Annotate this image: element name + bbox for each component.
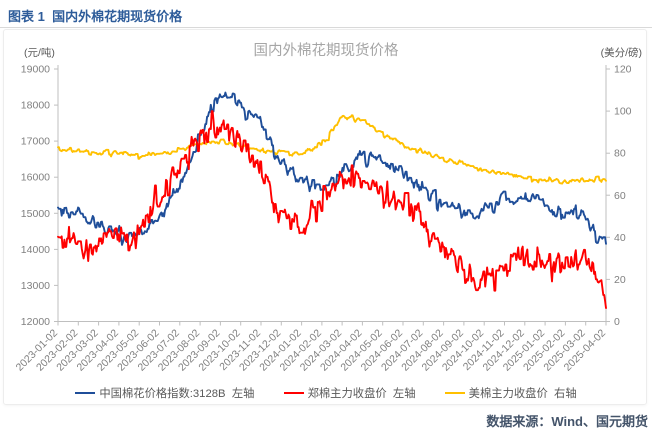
svg-text:15000: 15000 <box>21 208 50 220</box>
svg-text:80: 80 <box>614 148 626 160</box>
svg-text:20: 20 <box>614 274 626 286</box>
svg-text:14000: 14000 <box>21 244 50 256</box>
svg-text:19000: 19000 <box>21 64 50 76</box>
svg-text:16000: 16000 <box>21 172 50 184</box>
svg-text:12000: 12000 <box>21 316 50 328</box>
svg-text:40: 40 <box>614 232 626 244</box>
svg-text:0: 0 <box>614 316 620 328</box>
svg-text:60: 60 <box>614 190 626 202</box>
svg-text:100: 100 <box>614 106 632 118</box>
svg-text:13000: 13000 <box>21 280 50 292</box>
svg-text:18000: 18000 <box>21 100 50 112</box>
svg-text:17000: 17000 <box>21 136 50 148</box>
svg-text:120: 120 <box>614 64 632 76</box>
